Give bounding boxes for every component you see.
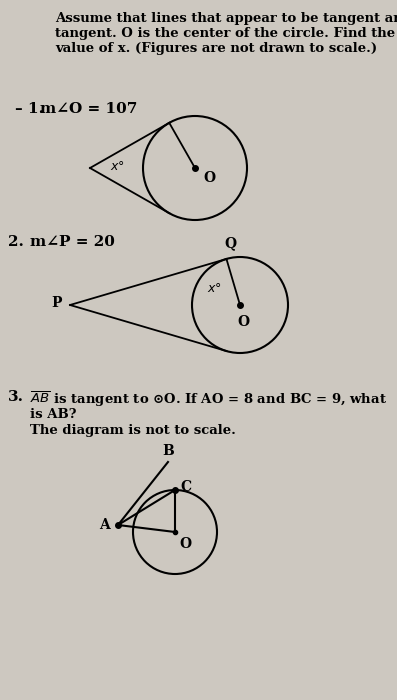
Text: The diagram is not to scale.: The diagram is not to scale. bbox=[30, 424, 236, 437]
Text: m∠P = 20: m∠P = 20 bbox=[30, 235, 115, 249]
Text: $x°$: $x°$ bbox=[207, 282, 222, 295]
Text: $\overline{AB}$ is tangent to ⊙O. If AO = 8 and BC = 9, what: $\overline{AB}$ is tangent to ⊙O. If AO … bbox=[30, 390, 387, 410]
Text: O: O bbox=[203, 171, 215, 185]
Text: A: A bbox=[99, 518, 110, 532]
Text: B: B bbox=[162, 444, 174, 458]
Text: O: O bbox=[179, 537, 191, 551]
Text: P: P bbox=[52, 296, 62, 310]
Text: – 1.: – 1. bbox=[15, 102, 44, 116]
Text: C: C bbox=[180, 480, 191, 494]
Text: is AB?: is AB? bbox=[30, 408, 77, 421]
Text: Assume that lines that appear to be tangent are
tangent. O is the center of the : Assume that lines that appear to be tang… bbox=[55, 12, 397, 55]
Text: Q: Q bbox=[224, 236, 236, 250]
Text: O: O bbox=[237, 315, 249, 329]
Text: 2.: 2. bbox=[8, 235, 24, 249]
Text: 3.: 3. bbox=[8, 390, 24, 404]
Text: m∠O = 107: m∠O = 107 bbox=[40, 102, 137, 116]
Text: $x°$: $x°$ bbox=[110, 160, 125, 173]
